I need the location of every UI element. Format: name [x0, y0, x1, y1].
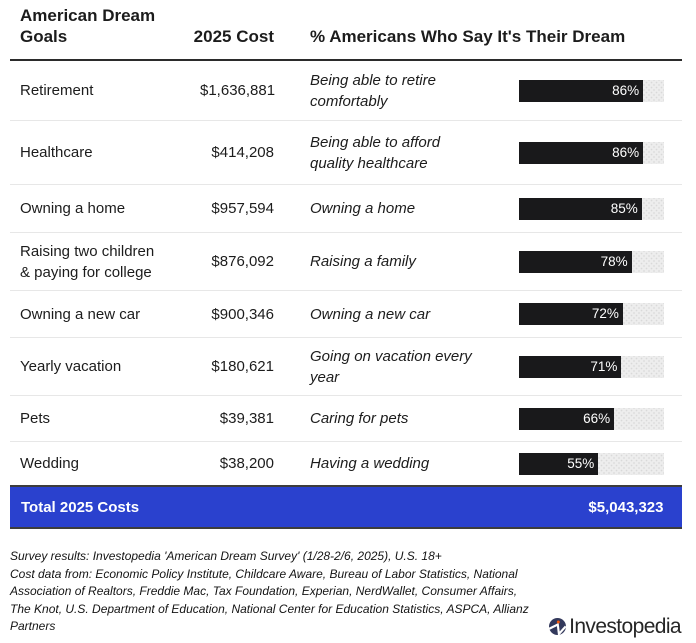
- source-note-line: Association of Realtors, Freddie Mac, Ta…: [10, 584, 518, 598]
- cost-value: $1,636,881: [200, 82, 276, 99]
- percent-bar-label: 86%: [612, 82, 640, 98]
- source-note-line: The Knot, U.S. Department of Education, …: [10, 601, 529, 616]
- percent-bar-track: 85%: [518, 197, 664, 220]
- investopedia-logo-text: Investopedia: [569, 614, 681, 638]
- table-row: Yearly vacation $180,621 Going on vacati…: [10, 338, 682, 396]
- table-row: Wedding $38,200 Having a wedding 55%: [10, 442, 682, 485]
- percent-bar-track: 72%: [518, 303, 664, 325]
- american-dream-table: American Dream Goals 2025 Cost % America…: [10, 0, 682, 529]
- percent-bar-label: 55%: [567, 455, 595, 471]
- cost-value: $957,594: [211, 200, 274, 217]
- total-banner: Total 2025 Costs $5,043,323: [10, 485, 682, 529]
- percent-bar-track: 86%: [518, 79, 664, 102]
- percent-bar-fill: 55%: [518, 452, 599, 475]
- dream-description: Having a wedding: [310, 455, 430, 472]
- percent-bar-fill: 66%: [518, 407, 615, 430]
- percent-bar-label: 71%: [590, 358, 618, 374]
- percent-bar-label: 72%: [591, 306, 619, 321]
- dream-description: Owning a new car: [310, 305, 431, 323]
- table-row: Retirement $1,636,881 Being able to reti…: [10, 61, 682, 121]
- goal-label: Owning a home: [20, 200, 126, 217]
- table-header-row: American Dream Goals 2025 Cost % America…: [10, 0, 682, 61]
- goal-label: Wedding: [20, 455, 79, 472]
- source-note-line: Partners: [10, 619, 56, 633]
- goal-label: Raising two children & paying for colleg…: [20, 242, 155, 281]
- percent-bar-fill: 78%: [518, 250, 632, 273]
- cost-value: $900,346: [211, 305, 274, 323]
- source-note-line: Cost data from: Economic Policy Institut…: [10, 566, 518, 581]
- total-label: Total 2025 Costs: [21, 498, 140, 516]
- cost-value: $876,092: [211, 253, 274, 270]
- header-cost: 2025 Cost: [193, 27, 274, 46]
- goal-label: Retirement: [20, 82, 94, 99]
- dream-description: Raising a family: [310, 253, 416, 270]
- percent-bar-label: 78%: [600, 253, 628, 269]
- percent-bar-fill: 71%: [518, 355, 622, 378]
- table-row: Raising two children & paying for colleg…: [10, 233, 682, 291]
- cost-value: $414,208: [211, 144, 274, 161]
- footer: Survey results: Investopedia 'American D…: [10, 548, 682, 638]
- dream-description: Being able to retire comfortably: [310, 71, 436, 110]
- header-goals: American Dream Goals: [20, 6, 156, 46]
- goal-label: Pets: [20, 410, 51, 427]
- percent-bar-fill: 86%: [518, 79, 644, 102]
- cost-value: $180,621: [211, 358, 274, 375]
- table-row: Healthcare $414,208 Being able to afford…: [10, 121, 682, 185]
- dream-description: Going on vacation every year: [310, 347, 472, 386]
- source-notes: Survey results: Investopedia 'American D…: [10, 548, 682, 636]
- percent-bar-fill: 85%: [518, 197, 642, 220]
- dream-description: Owning a home: [310, 200, 416, 217]
- dream-description: Being able to afford quality healthcare: [310, 133, 441, 172]
- percent-bar-label: 85%: [610, 200, 638, 216]
- goal-label: Yearly vacation: [20, 358, 122, 375]
- table-row: Owning a home $957,594 Owning a home 85%: [10, 185, 682, 233]
- cost-value: $38,200: [219, 455, 274, 472]
- table-row: Owning a new car $900,346 Owning a new c…: [10, 291, 682, 338]
- percent-bar-track: 55%: [518, 452, 664, 475]
- cost-value: $39,381: [219, 410, 274, 427]
- percent-bar-label: 86%: [612, 144, 640, 160]
- percent-bar-track: 86%: [518, 141, 664, 164]
- percent-bar-track: 71%: [518, 355, 664, 378]
- investopedia-logo: Investopedia: [549, 613, 682, 640]
- total-value: $5,043,323: [588, 498, 664, 516]
- percent-bar-label: 66%: [583, 410, 611, 426]
- table-row: Pets $39,381 Caring for pets 66%: [10, 396, 682, 442]
- investopedia-logo-icon: [549, 618, 567, 635]
- percent-bar-track: 66%: [518, 407, 664, 430]
- source-note-line: Survey results: Investopedia 'American D…: [10, 549, 442, 563]
- percent-bar-track: 78%: [518, 250, 664, 273]
- header-percent: % Americans Who Say It's Their Dream: [310, 27, 626, 46]
- goal-label: Healthcare: [20, 144, 93, 161]
- percent-bar-fill: 86%: [518, 141, 644, 164]
- goal-label: Owning a new car: [20, 305, 141, 323]
- dream-description: Caring for pets: [310, 410, 409, 427]
- percent-bar-fill: 72%: [518, 303, 623, 325]
